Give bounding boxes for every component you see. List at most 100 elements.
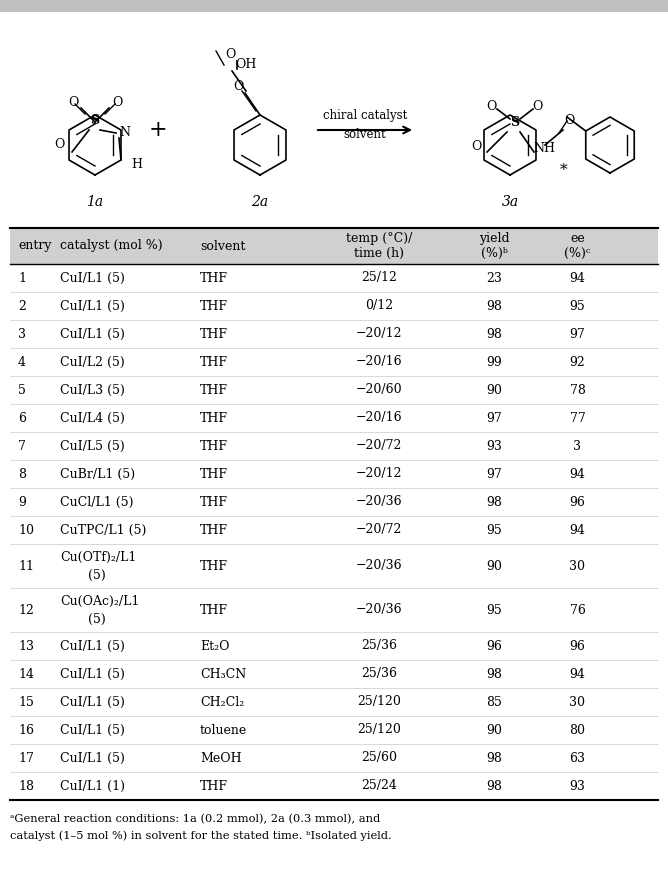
Text: O: O	[564, 115, 574, 127]
Text: 97: 97	[486, 468, 502, 481]
Text: ee
(%)ᶜ: ee (%)ᶜ	[564, 232, 591, 260]
Text: OH: OH	[235, 58, 257, 72]
Text: THF: THF	[200, 355, 228, 369]
Text: 4: 4	[18, 355, 26, 369]
Text: 9: 9	[18, 496, 26, 508]
Text: 80: 80	[570, 723, 585, 736]
Text: 3: 3	[574, 439, 582, 453]
Text: 1: 1	[18, 271, 26, 285]
Text: 5: 5	[18, 384, 26, 397]
Text: entry: entry	[18, 240, 51, 253]
Text: toluene: toluene	[200, 723, 247, 736]
Text: NH: NH	[533, 141, 555, 155]
Text: 3: 3	[18, 327, 26, 340]
Text: 96: 96	[570, 639, 585, 652]
Text: 2a: 2a	[251, 195, 269, 209]
Text: O: O	[486, 101, 496, 113]
Text: CH₂Cl₂: CH₂Cl₂	[200, 696, 244, 708]
Text: 98: 98	[486, 751, 502, 765]
Text: THF: THF	[200, 384, 228, 397]
Text: 98: 98	[486, 667, 502, 681]
Text: 8: 8	[18, 468, 26, 481]
Text: THF: THF	[200, 327, 228, 340]
Text: +: +	[149, 119, 167, 141]
Text: CH₃CN: CH₃CN	[200, 667, 246, 681]
Text: CuBr/L1 (5): CuBr/L1 (5)	[60, 468, 135, 481]
Text: THF: THF	[200, 411, 228, 424]
Text: 94: 94	[570, 667, 585, 681]
Text: −20/36: −20/36	[355, 560, 402, 573]
Text: 10: 10	[18, 523, 34, 537]
Text: 17: 17	[18, 751, 34, 765]
Text: CuI/L1 (5): CuI/L1 (5)	[60, 300, 125, 313]
Text: 97: 97	[570, 327, 585, 340]
Bar	[10, 228, 658, 264]
Text: −20/72: −20/72	[356, 439, 402, 453]
Text: CuI/L3 (5): CuI/L3 (5)	[60, 384, 125, 397]
Text: 25/120: 25/120	[357, 696, 401, 708]
Text: 98: 98	[486, 327, 502, 340]
Text: THF: THF	[200, 523, 228, 537]
Text: CuI/L1 (5): CuI/L1 (5)	[60, 723, 125, 736]
Text: ᵃGeneral reaction conditions: 1a (0.2 mmol), 2a (0.3 mmol), and: ᵃGeneral reaction conditions: 1a (0.2 mm…	[10, 814, 380, 825]
Text: O: O	[233, 80, 243, 94]
Text: O: O	[225, 49, 235, 62]
Text: CuTPC/L1 (5): CuTPC/L1 (5)	[60, 523, 146, 537]
Text: CuI/L1 (5): CuI/L1 (5)	[60, 639, 125, 652]
Text: Cu(OTf)₂/L1: Cu(OTf)₂/L1	[60, 551, 136, 564]
Text: 94: 94	[570, 271, 585, 285]
Text: 96: 96	[486, 639, 502, 652]
Bar	[0, 0, 668, 12]
Text: 25/60: 25/60	[361, 751, 397, 765]
Text: 93: 93	[570, 780, 585, 792]
Text: (5): (5)	[88, 569, 106, 583]
Text: CuI/L2 (5): CuI/L2 (5)	[60, 355, 125, 369]
Text: temp (°C)/
time (h): temp (°C)/ time (h)	[346, 232, 412, 260]
Text: 12: 12	[18, 604, 34, 616]
Text: 95: 95	[570, 300, 585, 313]
Text: −20/60: −20/60	[355, 384, 402, 397]
Text: 95: 95	[486, 523, 502, 537]
Text: catalyst (1–5 mol %) in solvent for the stated time. ᵇIsolated yield.: catalyst (1–5 mol %) in solvent for the …	[10, 830, 391, 841]
Text: 94: 94	[570, 523, 585, 537]
Text: 2: 2	[18, 300, 26, 313]
Text: 16: 16	[18, 723, 34, 736]
Text: 63: 63	[570, 751, 585, 765]
Text: O: O	[471, 140, 481, 153]
Text: O: O	[54, 138, 64, 150]
Text: yield
(%)ᵇ: yield (%)ᵇ	[479, 232, 509, 260]
Text: 3a: 3a	[502, 195, 518, 209]
Text: O: O	[68, 95, 78, 109]
Text: CuI/L1 (5): CuI/L1 (5)	[60, 271, 125, 285]
Text: 78: 78	[570, 384, 585, 397]
Text: H: H	[132, 158, 142, 171]
Text: Cu(OAc)₂/L1: Cu(OAc)₂/L1	[60, 595, 140, 607]
Text: 1a: 1a	[86, 195, 104, 209]
Text: solvent: solvent	[344, 128, 386, 141]
Text: 25/36: 25/36	[361, 667, 397, 681]
Text: 97: 97	[486, 411, 502, 424]
Text: −20/12: −20/12	[356, 468, 402, 481]
Text: THF: THF	[200, 300, 228, 313]
Text: 6: 6	[18, 411, 26, 424]
Text: −20/16: −20/16	[355, 355, 402, 369]
Text: 92: 92	[570, 355, 585, 369]
Text: 98: 98	[486, 496, 502, 508]
Text: 90: 90	[486, 723, 502, 736]
Text: CuI/L1 (1): CuI/L1 (1)	[60, 780, 125, 792]
Text: CuI/L4 (5): CuI/L4 (5)	[60, 411, 125, 424]
Text: THF: THF	[200, 271, 228, 285]
Text: CuI/L1 (5): CuI/L1 (5)	[60, 751, 125, 765]
Text: 25/36: 25/36	[361, 639, 397, 652]
Text: solvent: solvent	[200, 240, 245, 253]
Text: 15: 15	[18, 696, 34, 708]
Text: CuI/L1 (5): CuI/L1 (5)	[60, 696, 125, 708]
Text: N: N	[120, 126, 130, 139]
Text: −20/72: −20/72	[356, 523, 402, 537]
Text: S: S	[90, 113, 100, 126]
Text: CuCl/L1 (5): CuCl/L1 (5)	[60, 496, 134, 508]
Text: −20/36: −20/36	[355, 604, 402, 616]
Text: (5): (5)	[88, 613, 106, 626]
Text: THF: THF	[200, 496, 228, 508]
Text: 0/12: 0/12	[365, 300, 393, 313]
